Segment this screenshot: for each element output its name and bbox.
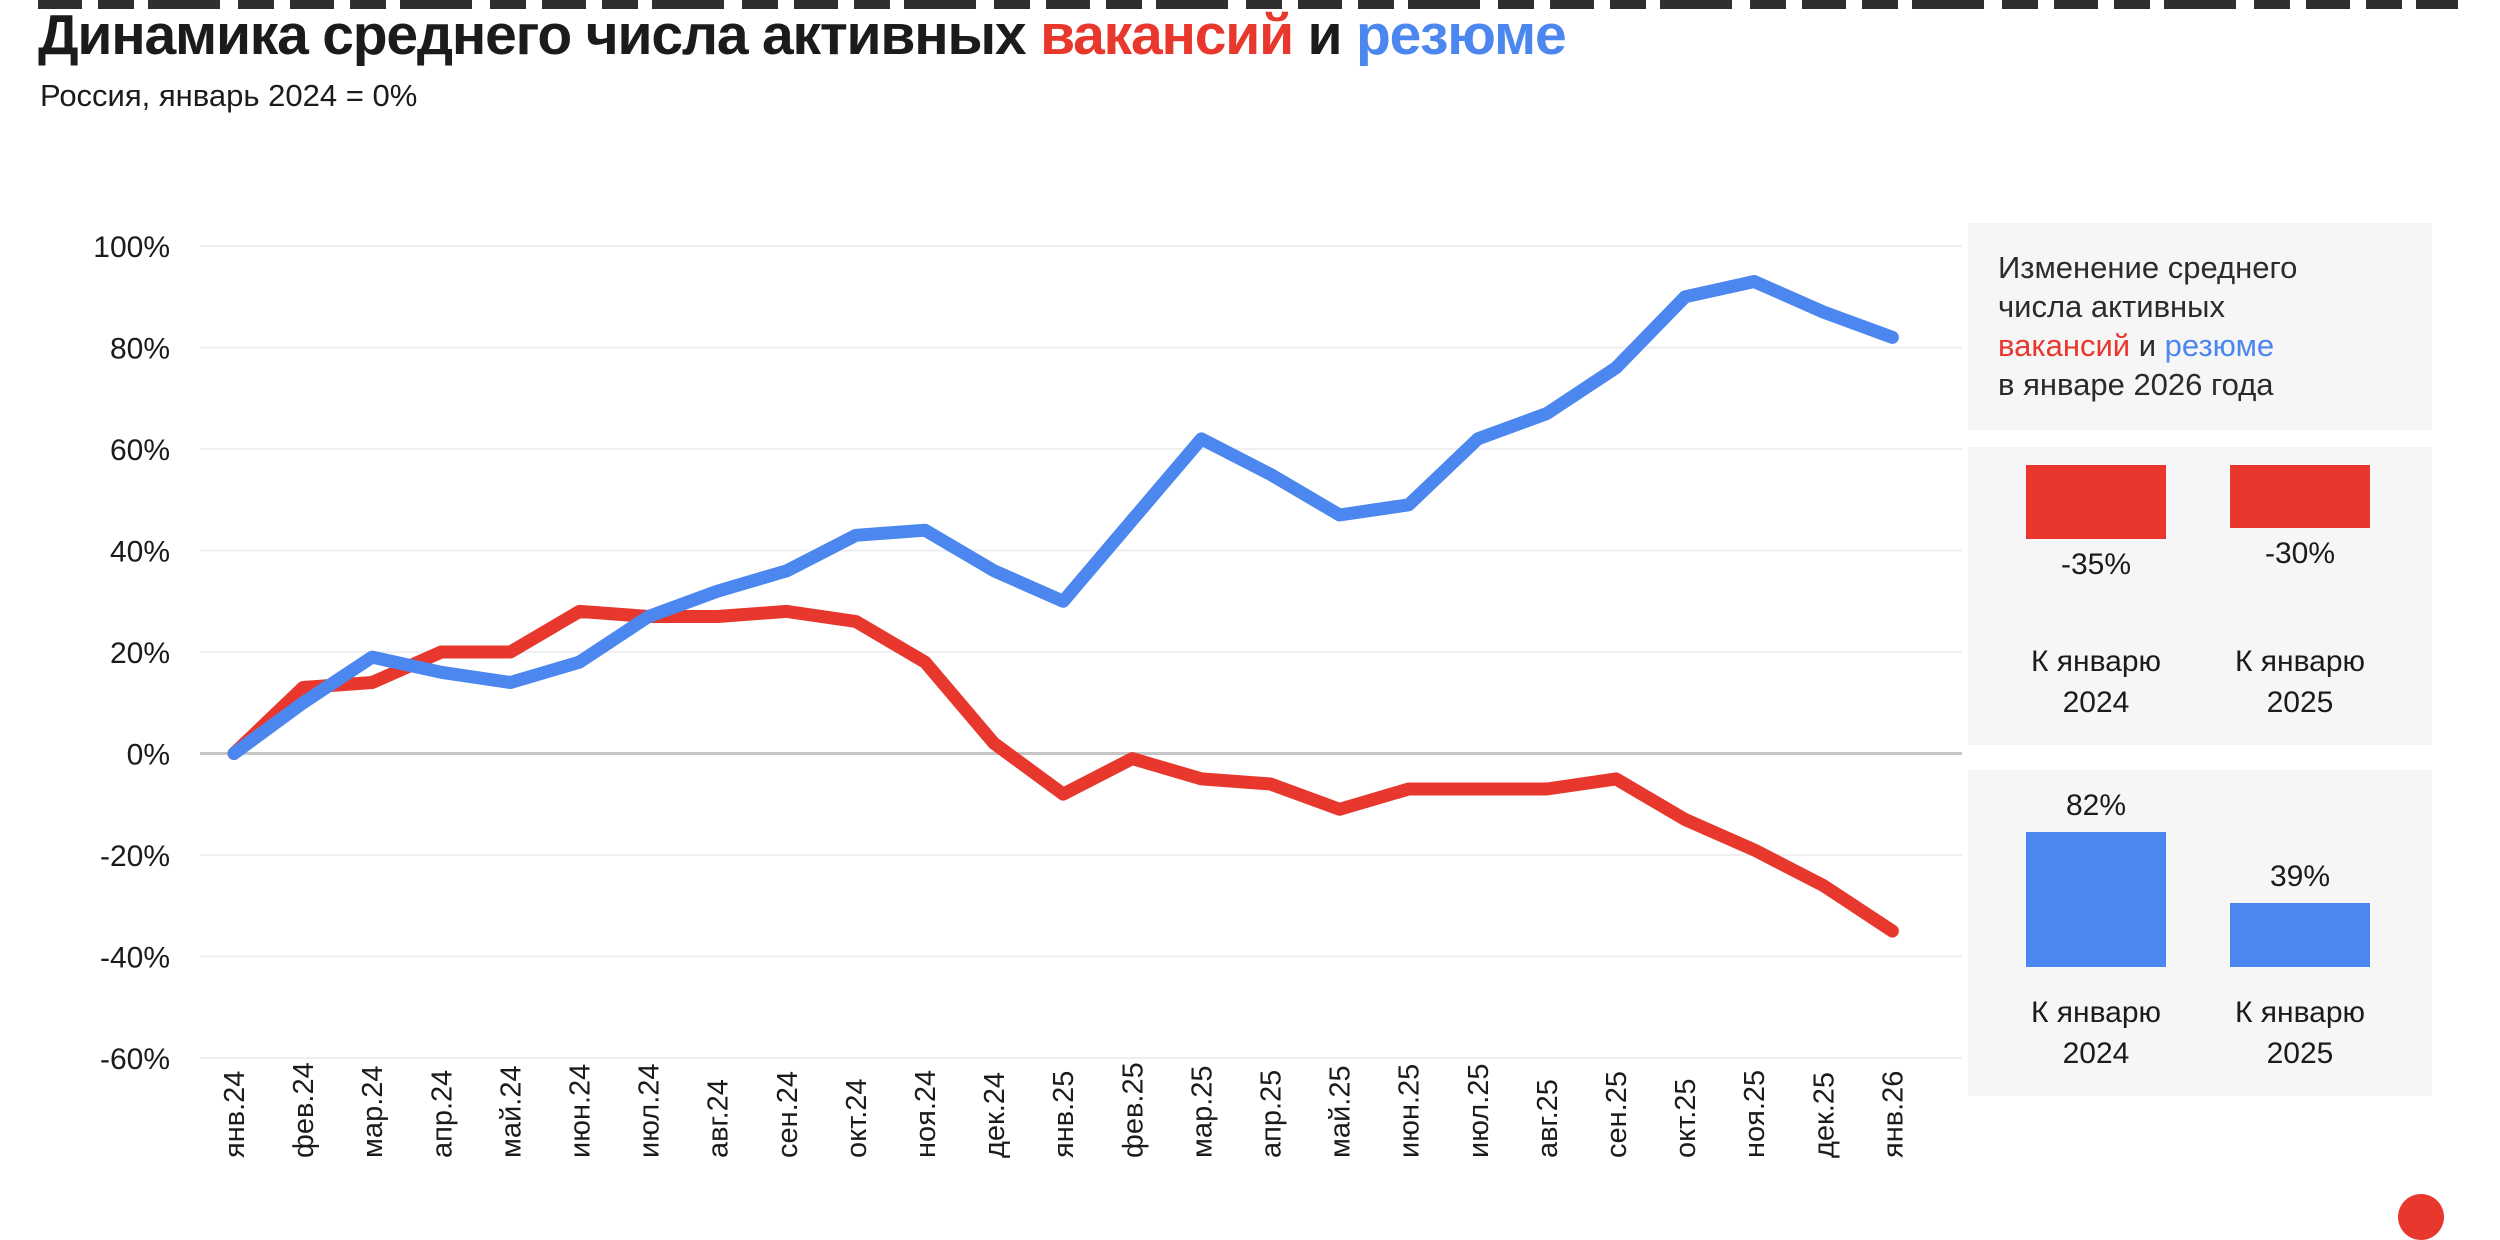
chart-subtitle: Россия, январь 2024 = 0% [40,78,418,113]
x-tick-label: сен.24 [772,1071,804,1158]
y-tick-label: 100% [93,231,170,264]
series-line-вакансии [227,604,1899,938]
x-tick-label: июл.25 [1463,1063,1495,1158]
info-and-word: и [2130,328,2165,363]
вакансии-bar-2025 [2230,465,2370,528]
y-tick-label: 80% [110,333,170,366]
bar-stack: -35% [2026,465,2166,582]
bar-stack: 39% [2230,860,2370,967]
y-tick-label: -20% [100,840,170,873]
info-resumes-word: резюме [2164,328,2275,363]
bar-caption-line-1: К январю [2030,996,2162,1029]
x-tick-label: апр.25 [1256,1070,1288,1158]
bar-caption-line-2: 2024 [2062,1037,2130,1070]
bar-caption: К январю 2025 [2220,992,2380,1074]
x-tick-label: ноя.24 [910,1070,942,1158]
info-line-4: в январе 2026 года [1998,367,2274,402]
x-tick-label: дек.24 [979,1072,1011,1158]
вакансии-bar-group-2025: -30% К январю 2025 [2220,447,2380,745]
x-tick-label: янв.26 [1877,1071,1909,1158]
series-line-резюме [227,275,1899,760]
bar-value-label: -30% [2264,537,2336,570]
bar-caption-line-1: К январю [2234,996,2366,1029]
bar-caption: К январю 2024 [2016,641,2176,723]
x-tick-label: июн.24 [565,1064,597,1158]
resumes-change-panel: 82% К январю 2024 39% К январю 2025 [1968,770,2432,1096]
x-tick-label: янв.24 [219,1071,251,1158]
x-tick-label: окт.24 [841,1078,873,1158]
title-resumes-word: резюме [1356,3,1567,67]
bar-caption: К январю 2025 [2220,641,2380,723]
x-tick-label: авг.25 [1532,1079,1564,1158]
bar-value-label: 82% [2065,789,2127,822]
x-tick-label: апр.24 [426,1070,458,1158]
cropped-text-top [38,0,2458,9]
y-tick-label: -40% [100,942,170,975]
резюме-bar-2024 [2026,832,2166,967]
x-tick-label: мар.25 [1186,1065,1218,1158]
title-vacancies-word: вакансий [1040,3,1294,67]
x-tick-label: янв.25 [1048,1071,1080,1158]
y-tick-label: -60% [100,1043,170,1076]
резюме-bar-group-2024: 82% К январю 2024 [2016,770,2176,1096]
bar-caption-line-1: К январю [2030,645,2162,678]
info-line-2: числа активных [1998,289,2225,324]
x-tick-label: фев.25 [1117,1062,1149,1158]
x-tick-label: окт.25 [1670,1078,1702,1158]
bar-caption-line-2: 2025 [2266,686,2334,719]
bar-caption-line-2: 2024 [2062,686,2130,719]
резюме-bar-2025 [2230,903,2370,967]
x-tick-label: май.25 [1325,1065,1357,1158]
info-panel: Изменение среднего числа активных ваканс… [1968,223,2432,430]
bar-caption: К январю 2024 [2016,992,2176,1074]
line-chart: 100% 80% 60% 40% 20% 0% -20% -40% -60% янв.24 фев.… [93,231,1962,1158]
page-title: Динамика среднего числа активных ваканси… [38,2,1567,68]
bar-value-label: -35% [2060,548,2132,581]
резюме-bar-group-2025: 39% К январю 2025 [2220,770,2380,1096]
info-line-1: Изменение среднего [1998,250,2298,285]
y-tick-label: 40% [110,536,170,569]
title-text-1: Динамика среднего числа активных [38,3,1041,67]
bar-stack: -30% [2230,465,2370,571]
bar-stack: 82% [2026,789,2166,967]
вакансии-bar-2024 [2026,465,2166,539]
bar-caption-line-1: К январю [2234,645,2366,678]
bar-caption-line-2: 2025 [2266,1037,2334,1070]
y-tick-label: 0% [127,739,170,772]
y-tick-label: 60% [110,434,170,467]
x-tick-label: авг.24 [703,1079,735,1158]
x-tick-label: май.24 [495,1065,527,1158]
info-line-3: вакансий и резюме [1998,326,2402,365]
info-vacancies-word: вакансий [1998,328,2131,363]
bar-value-label: 39% [2269,860,2331,893]
x-tick-label: июл.24 [634,1063,666,1158]
x-tick-label: сен.25 [1601,1071,1633,1158]
x-tick-label: июн.25 [1394,1064,1426,1158]
x-tick-label: мар.24 [357,1065,389,1158]
hh-logo-partial [2398,1194,2444,1240]
y-tick-label: 20% [110,637,170,670]
x-tick-label: ноя.25 [1739,1070,1771,1158]
x-tick-label: фев.24 [288,1062,320,1158]
x-tick-label: дек.25 [1808,1072,1840,1158]
вакансии-bar-group-2024: -35% К январю 2024 [2016,447,2176,745]
vacancies-change-panel: -35% К январю 2024 -30% К январю 2025 [1968,447,2432,745]
title-and-word: и [1292,3,1357,67]
